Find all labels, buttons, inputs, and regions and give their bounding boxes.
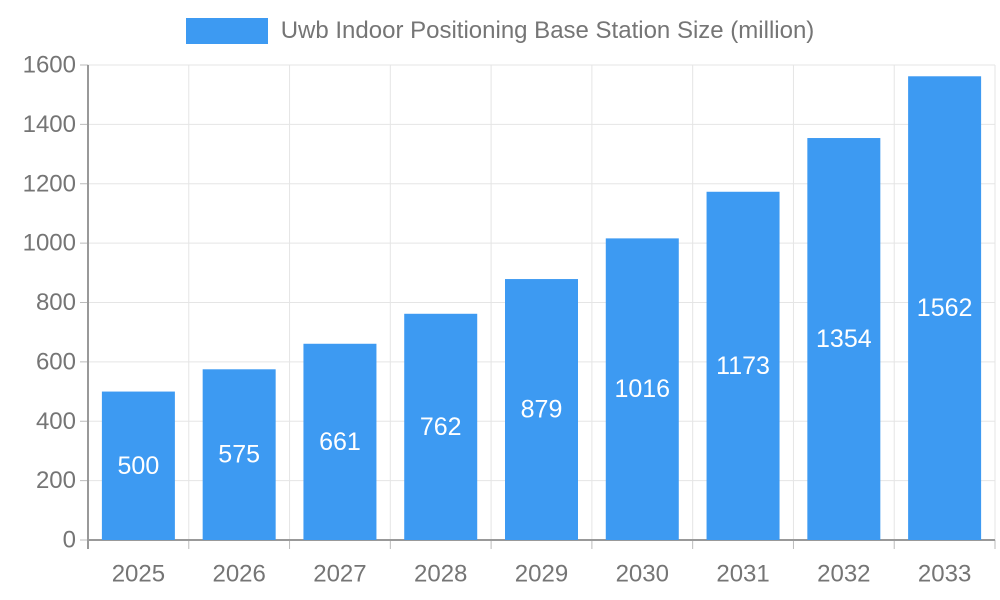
- bar-value-label: 1016: [614, 375, 670, 403]
- y-axis-label: 200: [36, 467, 76, 494]
- bar-2033: [908, 76, 982, 540]
- y-axis-label: 1600: [23, 52, 76, 79]
- x-axis-label: 2027: [313, 561, 366, 588]
- y-axis-label: 400: [36, 408, 76, 435]
- bar-value-label: 762: [420, 413, 462, 441]
- bar-2026: [202, 369, 276, 540]
- x-axis-label: 2025: [112, 561, 165, 588]
- legend-swatch: [185, 18, 268, 44]
- y-axis-label: 600: [36, 348, 76, 375]
- y-axis-label: 800: [36, 289, 76, 316]
- x-axis-label: 2028: [414, 561, 467, 588]
- x-axis-label: 2032: [817, 561, 870, 588]
- bar-value-label: 1562: [917, 294, 973, 322]
- x-axis-label: 2029: [515, 561, 568, 588]
- bar-value-label: 1173: [716, 352, 770, 380]
- bar-value-label: 575: [218, 441, 260, 469]
- chart-legend[interactable]: Uwb Indoor Positioning Base Station Size…: [0, 15, 1000, 47]
- y-axis-label: 1000: [23, 230, 76, 257]
- x-axis-label: 2033: [918, 561, 971, 588]
- bar-2032: [807, 138, 881, 540]
- y-axis-label: 1200: [23, 170, 76, 197]
- bar-2030: [605, 238, 679, 540]
- bar-2027: [303, 343, 377, 540]
- bar-value-label: 500: [118, 452, 160, 480]
- legend-label: Uwb Indoor Positioning Base Station Size…: [280, 17, 815, 44]
- y-axis-label: 0: [63, 527, 76, 554]
- bar-2028: [404, 313, 478, 540]
- x-axis-label: 2026: [212, 561, 265, 588]
- y-axis-label: 1400: [23, 111, 76, 138]
- bar-value-label: 1354: [816, 325, 872, 353]
- x-axis-label: 2030: [616, 561, 669, 588]
- bar-2025: [101, 391, 175, 540]
- bar-value-label: 879: [521, 396, 563, 424]
- bar-2029: [505, 279, 578, 540]
- x-axis-label: 2031: [716, 561, 769, 588]
- bar-value-label: 661: [319, 428, 361, 456]
- bar-2031: [706, 191, 780, 540]
